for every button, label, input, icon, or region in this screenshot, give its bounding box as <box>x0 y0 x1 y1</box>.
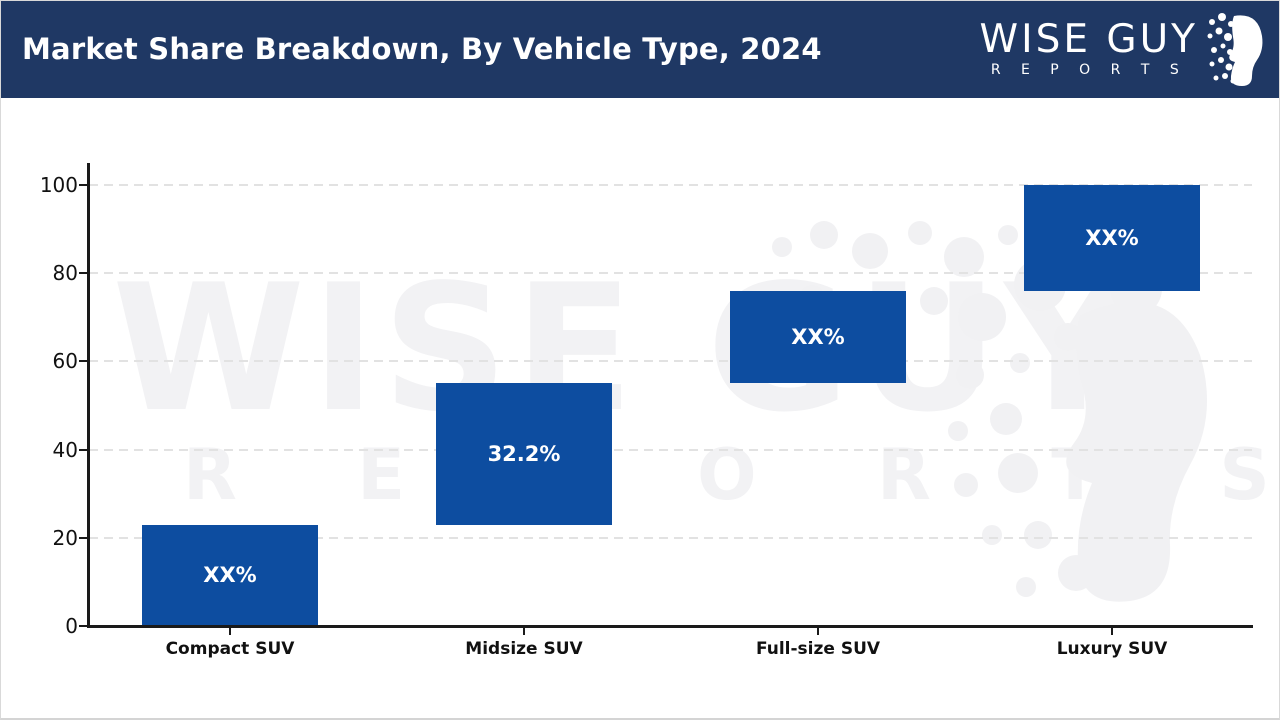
x-category-label: Full-size SUV <box>755 639 881 659</box>
gridline-y40 <box>89 448 1252 451</box>
x-axis-line <box>87 625 1253 628</box>
logo-wordmark: WISE GUY <box>979 17 1198 63</box>
y-tick-mark-20 <box>79 536 88 539</box>
gridline-y20 <box>89 536 1252 539</box>
gridline-y100 <box>89 184 1252 187</box>
y-tick-label-20: 20 <box>52 525 78 550</box>
y-axis-line <box>87 163 90 628</box>
x-category-label: Luxury SUV <box>1056 639 1168 659</box>
y-tick-label-40: 40 <box>52 437 78 462</box>
gridline-y80 <box>89 272 1252 275</box>
y-tick-label-100: 100 <box>39 173 78 198</box>
y-tick-mark-100 <box>79 184 88 187</box>
logo-head-icon <box>1207 13 1263 86</box>
x-tick-mark-3 <box>817 628 819 635</box>
header-bar: Market Share Breakdown, By Vehicle Type,… <box>0 0 1280 98</box>
x-tick-mark-4 <box>1111 628 1113 635</box>
plot-area: XX% 32.2% XX% XX% <box>89 163 1252 626</box>
bar-compact-suv: XX% <box>142 524 318 626</box>
bar-midsize-suv: 32.2% <box>436 382 612 525</box>
x-category-label: Midsize SUV <box>465 639 583 659</box>
logo-text: WISE GUY R E P O R T S <box>979 17 1198 78</box>
y-tick-label-60: 60 <box>52 349 78 374</box>
bar-luxury-suv: XX% <box>1024 185 1200 292</box>
x-category-label: Compact SUV <box>165 639 295 659</box>
y-tick-mark-40 <box>79 448 88 451</box>
bar-value-label: XX% <box>1085 226 1139 251</box>
chart-title: Market Share Breakdown, By Vehicle Type,… <box>22 32 822 66</box>
bar-value-label: 32.2% <box>487 441 561 466</box>
bar-value-label: XX% <box>791 324 845 349</box>
y-tick-mark-0 <box>79 625 88 627</box>
x-tick-mark-1 <box>229 628 231 635</box>
bar-full-size-suv: XX% <box>730 291 906 383</box>
gridline-y60 <box>89 360 1252 363</box>
logo-subtitle: R E P O R T S <box>990 61 1187 78</box>
wise-guy-reports-logo: WISE GUY R E P O R T S <box>980 0 1266 98</box>
y-tick-mark-80 <box>79 272 88 275</box>
bar-value-label: XX% <box>203 563 257 588</box>
y-tick-label-0: 0 <box>65 614 78 638</box>
x-tick-mark-2 <box>523 628 525 635</box>
y-tick-mark-60 <box>79 360 88 363</box>
watermark-wiseguy-text: WISE GUY <box>112 248 1138 451</box>
y-tick-label-80: 80 <box>52 261 78 286</box>
